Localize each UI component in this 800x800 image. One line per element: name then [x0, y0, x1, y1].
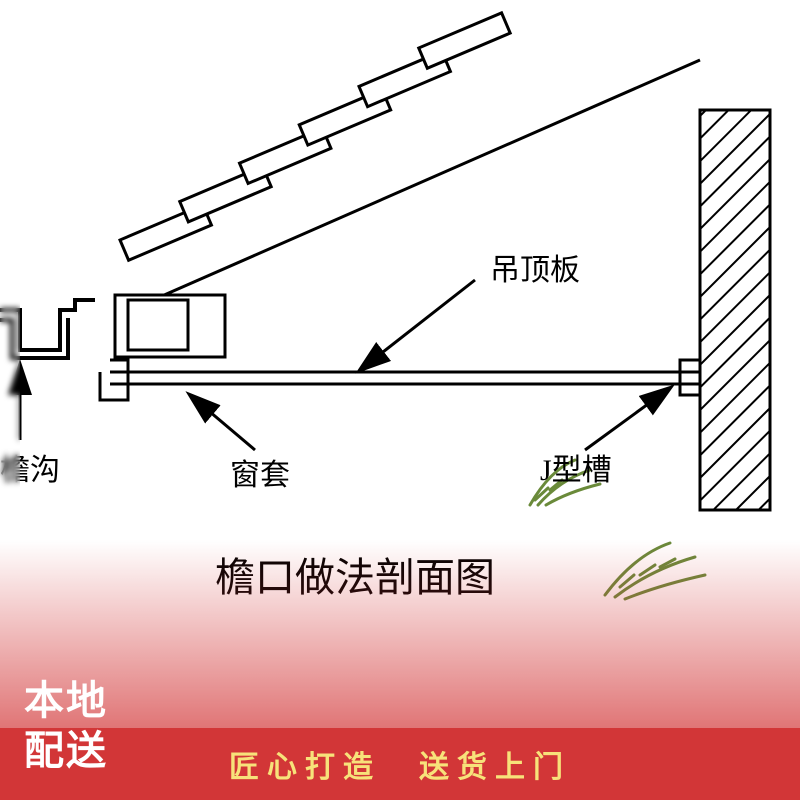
label-j-channel: J型槽: [540, 445, 612, 489]
fascia-block: [115, 295, 225, 357]
badge-local-delivery: 本地 配送: [24, 676, 108, 776]
arrow-ceiling-panel: [360, 280, 475, 370]
footer-bar: 匠心打造 送货上门: [0, 728, 800, 800]
badge-quality: 品质卓越: [24, 24, 176, 69]
label-ceiling-panel: 吊顶板: [490, 245, 580, 289]
wall-hatched: [700, 110, 770, 510]
arrow-window-trim: [190, 395, 255, 450]
arrow-j-channel: [585, 388, 670, 450]
footer-text: 匠心打造 送货上门: [229, 742, 571, 786]
badge-local-delivery-line1: 本地: [24, 676, 108, 726]
canvas: 吊顶板 J型槽 窗套 檐沟 檐口做法剖面图 品质卓越 本地 配送 匠心打造 送货…: [0, 0, 800, 800]
badge-quality-text: 品质卓越: [24, 24, 176, 69]
badge-local-delivery-line2: 配送: [24, 726, 108, 776]
j-channel: [680, 360, 700, 395]
window-trim: [100, 360, 128, 400]
label-window-trim: 窗套: [230, 450, 290, 494]
ceiling-panel: [110, 372, 700, 384]
